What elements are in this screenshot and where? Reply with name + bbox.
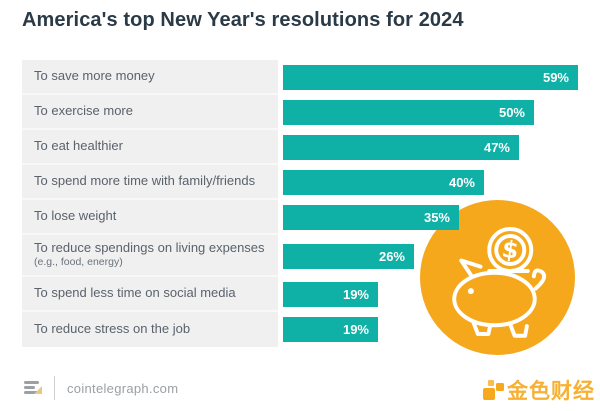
chart-row: To spend more time with family/friends 40… xyxy=(22,165,578,200)
category-label: To spend less time on social media xyxy=(34,285,236,301)
category-label-cell: To reduce stress on the job xyxy=(22,312,278,347)
category-note: (e.g., food, energy) xyxy=(34,256,123,269)
bar: 40% xyxy=(283,170,484,195)
chart-row: To save more money 59% xyxy=(22,60,578,95)
bar-value-label: 50% xyxy=(498,105,525,120)
category-label-cell: To spend less time on social media xyxy=(22,277,278,312)
bar: 59% xyxy=(282,65,578,90)
chart-row: To exercise more 50% xyxy=(22,95,578,130)
category-label: To save more money xyxy=(34,68,155,84)
bar-value-label: 47% xyxy=(483,140,510,155)
bar-value-label: 19% xyxy=(342,287,369,302)
bar: 19% xyxy=(283,282,378,307)
chart-rows: To save more money 59% To exercise more 50%… xyxy=(22,60,578,347)
category-label-cell: To exercise more xyxy=(22,95,278,130)
chart-row: To reduce spendings on living expenses (e… xyxy=(22,235,578,277)
chart-row: To eat healthier 47% xyxy=(22,130,578,165)
category-label-cell: To reduce spendings on living expenses (e… xyxy=(22,235,278,277)
source-url-text: cointelegraph.com xyxy=(67,380,179,396)
category-label-cell: To save more money xyxy=(22,60,278,95)
bar-value-label: 19% xyxy=(342,322,369,337)
cointelegraph-logo-icon xyxy=(24,381,42,394)
page-title: America's top New Year's resolutions for… xyxy=(22,9,464,31)
piggy-bank-icon: $ xyxy=(451,226,546,338)
jinse-finance-logo-icon xyxy=(483,380,504,400)
category-label: To eat healthier xyxy=(34,138,123,154)
watermark-text: 金色财经 xyxy=(507,380,595,403)
bar: 26% xyxy=(283,243,414,269)
bar-value-label: 26% xyxy=(378,248,405,264)
bar-value-label: 40% xyxy=(448,175,475,190)
piggy-bank-illustration: $ xyxy=(420,200,575,355)
bar: 19% xyxy=(283,317,378,342)
bar-value-label: 35% xyxy=(423,210,450,225)
category-label: To spend more time with family/friends xyxy=(34,173,256,189)
category-label-cell: To lose weight xyxy=(22,200,278,235)
chart-row: To spend less time on social media 19% xyxy=(22,277,578,312)
bar: 35% xyxy=(283,205,459,230)
category-label-cell: To eat healthier xyxy=(22,130,278,165)
chart-row: To reduce stress on the job 19% xyxy=(22,312,578,347)
svg-text:$: $ xyxy=(500,234,520,264)
category-label: To lose weight xyxy=(34,208,117,224)
category-label: To exercise more xyxy=(34,103,133,119)
source-attribution: cointelegraph.com xyxy=(22,374,178,402)
bar-value-label: 59% xyxy=(542,70,569,85)
category-label: To reduce stress on the job xyxy=(34,321,191,337)
chart-row: To lose weight 35% xyxy=(22,200,578,235)
bar: 50% xyxy=(283,100,534,125)
bar-chart: $ To save more money 59% To exercise more 5… xyxy=(22,60,578,355)
jinse-finance-watermark: 金色财经 xyxy=(482,375,595,405)
category-label-cell: To spend more time with family/friends xyxy=(22,165,278,200)
category-label: To reduce spendings on living expenses xyxy=(34,240,265,256)
bar: 47% xyxy=(283,135,519,160)
footer-divider xyxy=(54,376,55,400)
